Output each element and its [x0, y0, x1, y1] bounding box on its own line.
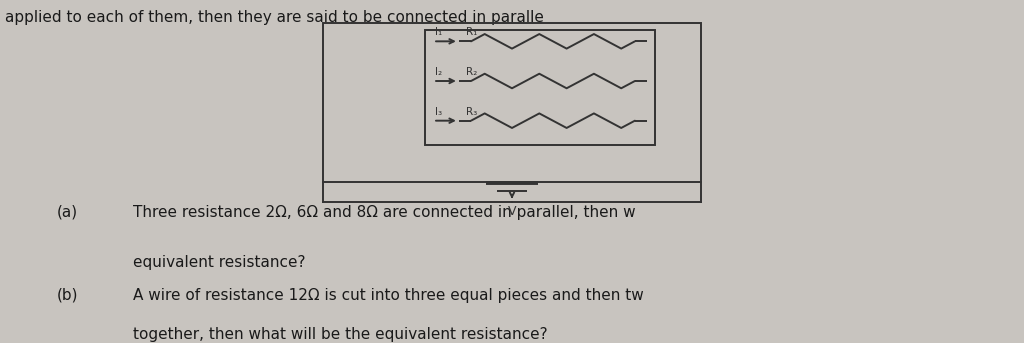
- Text: R₂: R₂: [466, 67, 477, 77]
- Bar: [425, 30, 655, 145]
- Text: A wire of resistance 12Ω is cut into three equal pieces and then tw: A wire of resistance 12Ω is cut into thr…: [133, 288, 644, 303]
- Text: R₁: R₁: [466, 27, 477, 37]
- Text: (b): (b): [56, 288, 78, 303]
- Bar: [323, 23, 701, 182]
- Text: together, then what will be the equivalent resistance?: together, then what will be the equivale…: [133, 327, 548, 342]
- Text: I₃: I₃: [435, 107, 442, 117]
- Text: Three resistance 2Ω, 6Ω and 8Ω are connected in parallel, then w: Three resistance 2Ω, 6Ω and 8Ω are conne…: [133, 205, 636, 220]
- Text: R₃: R₃: [466, 107, 477, 117]
- Text: I₁: I₁: [435, 27, 442, 37]
- Text: (a): (a): [56, 205, 78, 220]
- Text: I₂: I₂: [435, 67, 442, 77]
- Text: V: V: [508, 205, 516, 218]
- Text: equivalent resistance?: equivalent resistance?: [133, 255, 305, 270]
- Text: applied to each of them, then they are said to be connected in paralle: applied to each of them, then they are s…: [5, 10, 544, 25]
